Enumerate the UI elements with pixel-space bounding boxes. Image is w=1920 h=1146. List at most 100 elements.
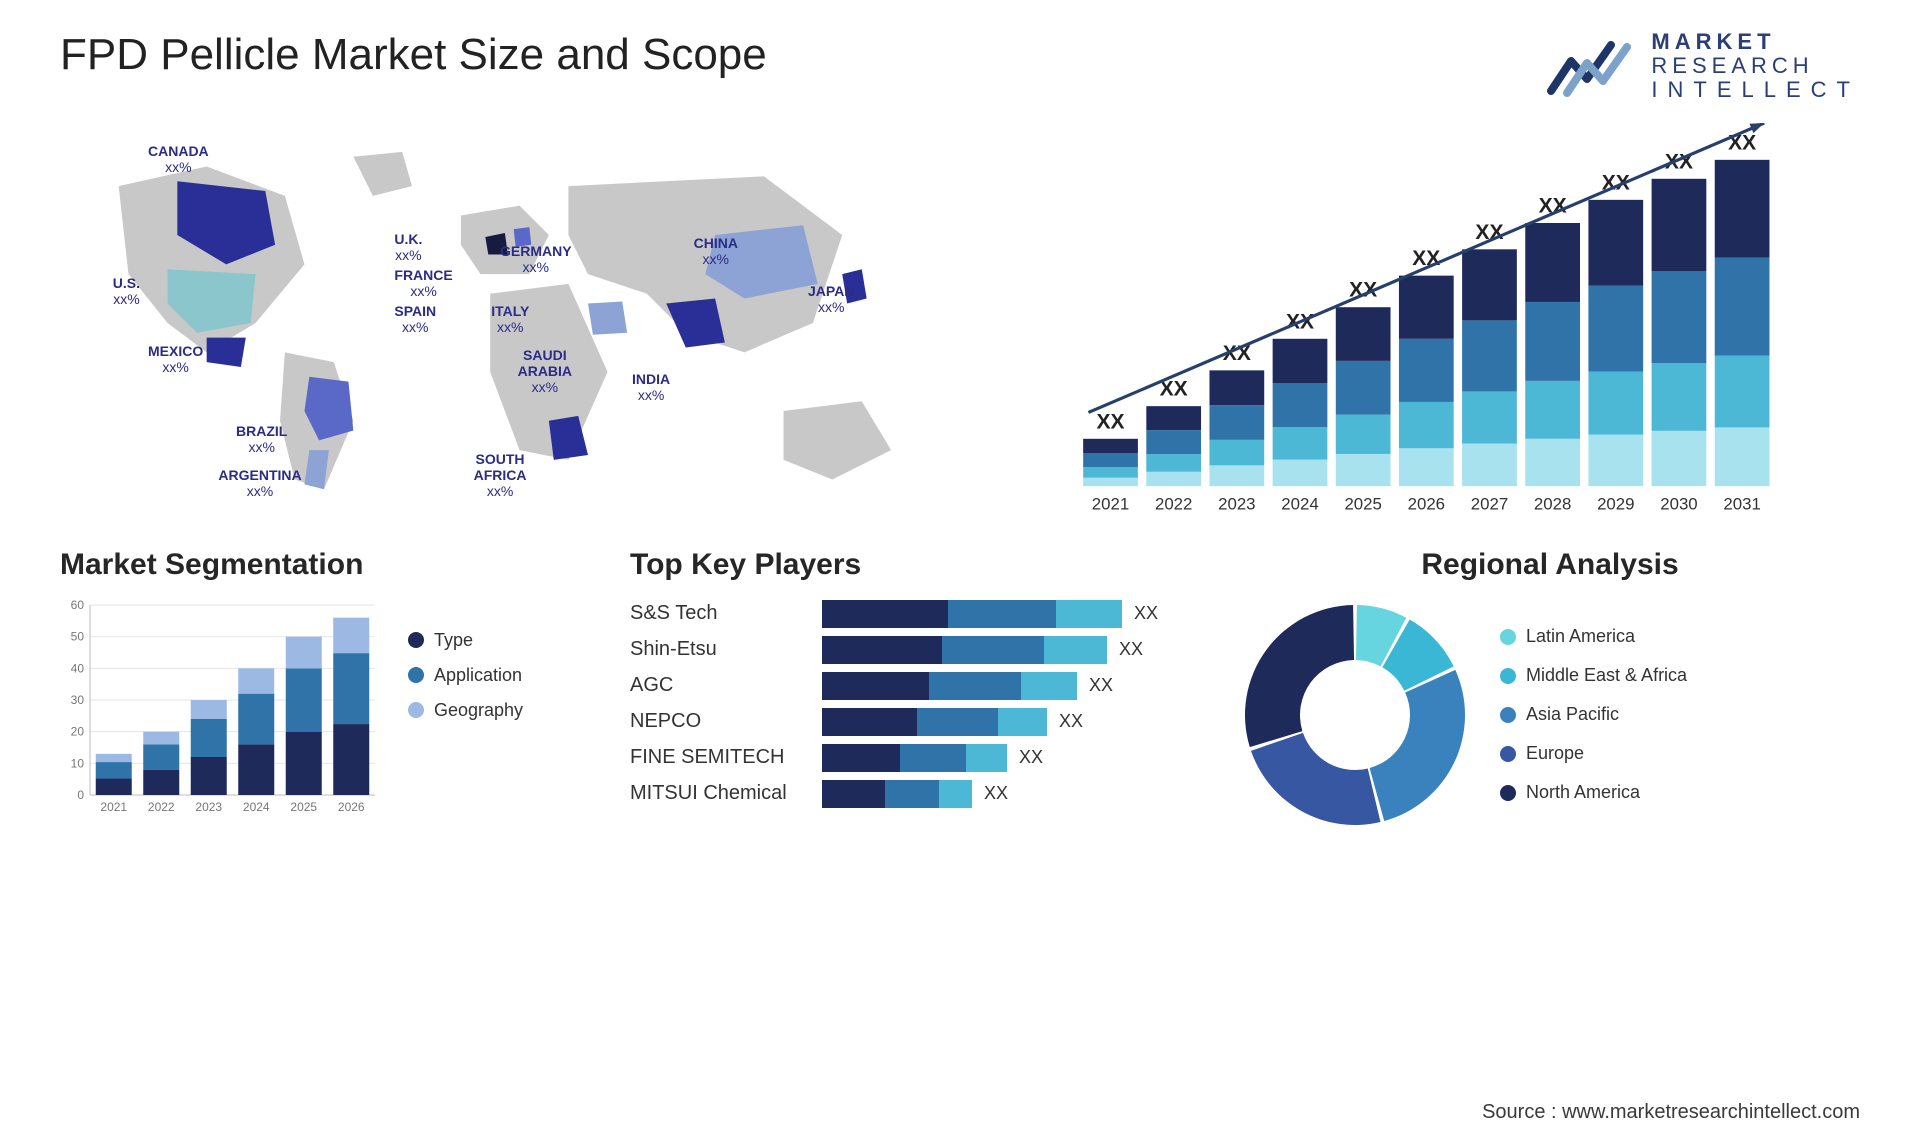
map-callout: SOUTH AFRICAxx%: [474, 451, 527, 499]
legend-dot-icon: [1500, 629, 1516, 645]
legend-label: Application: [434, 665, 522, 686]
svg-text:2024: 2024: [1281, 494, 1318, 513]
player-bar-segment: [929, 672, 1021, 700]
player-name: FINE SEMITECH: [630, 744, 800, 772]
legend-label: Middle East & Africa: [1526, 665, 1687, 686]
player-bar-segment: [1021, 672, 1077, 700]
player-value: XX: [1119, 639, 1143, 660]
legend-dot-icon: [408, 702, 424, 718]
world-map-panel: CANADAxx%U.S.xx%MEXICOxx%BRAZILxx%ARGENT…: [60, 123, 940, 523]
map-callout: SPAINxx%: [394, 303, 436, 335]
map-callout-label: ARGENTINA: [218, 467, 301, 483]
svg-text:40: 40: [71, 661, 85, 675]
map-callout: ITALYxx%: [491, 303, 529, 335]
svg-text:60: 60: [71, 600, 85, 612]
player-name: NEPCO: [630, 708, 800, 736]
player-bar-segment: [822, 744, 900, 772]
svg-text:XX: XX: [1096, 410, 1124, 433]
player-bar-segment: [1044, 636, 1107, 664]
map-callout-pct: xx%: [518, 379, 572, 395]
svg-text:2030: 2030: [1660, 494, 1697, 513]
legend-dot-icon: [1500, 785, 1516, 801]
map-callout-label: SPAIN: [394, 303, 436, 319]
map-callout: JAPANxx%: [808, 283, 854, 315]
logo-line1: MARKET: [1651, 30, 1860, 54]
player-value: XX: [1059, 711, 1083, 732]
legend-dot-icon: [1500, 668, 1516, 684]
player-name: AGC: [630, 672, 800, 700]
svg-text:2025: 2025: [290, 800, 317, 814]
player-bar-segment: [942, 636, 1045, 664]
legend-label: Asia Pacific: [1526, 704, 1619, 725]
map-callout-pct: xx%: [394, 283, 452, 299]
map-callout-pct: xx%: [474, 483, 527, 499]
svg-text:2022: 2022: [148, 800, 175, 814]
svg-text:2028: 2028: [1534, 494, 1571, 513]
player-bar-row: XX: [822, 744, 1190, 772]
legend-item: Europe: [1500, 743, 1687, 764]
map-callout: INDIAxx%: [632, 371, 670, 403]
svg-text:0: 0: [77, 788, 84, 802]
map-callout: FRANCExx%: [394, 267, 452, 299]
map-callout-pct: xx%: [694, 251, 738, 267]
brand-logo: MARKET RESEARCH INTELLECT: [1547, 30, 1860, 103]
legend-label: Europe: [1526, 743, 1584, 764]
players-chart: S&S TechShin-EtsuAGCNEPCOFINE SEMITECHMI…: [630, 600, 1190, 808]
map-callout-label: MEXICO: [148, 343, 203, 359]
map-callout: U.K.xx%: [394, 231, 422, 263]
map-callout: ARGENTINAxx%: [218, 467, 301, 499]
player-value: XX: [1089, 675, 1113, 696]
map-callout-label: CANADA: [148, 143, 209, 159]
map-callout-label: GERMANY: [500, 243, 572, 259]
source-attribution: Source : www.marketresearchintellect.com: [1482, 1101, 1860, 1124]
legend-dot-icon: [1500, 746, 1516, 762]
svg-text:2023: 2023: [195, 800, 222, 814]
svg-text:2029: 2029: [1597, 494, 1634, 513]
player-bar-segment: [1056, 600, 1122, 628]
player-name: MITSUI Chemical: [630, 780, 800, 808]
player-bar-row: XX: [822, 636, 1190, 664]
map-callout: BRAZILxx%: [236, 423, 287, 455]
map-callout-pct: xx%: [148, 159, 209, 175]
legend-dot-icon: [1500, 707, 1516, 723]
map-callout: MEXICOxx%: [148, 343, 203, 375]
map-callout: U.S.xx%: [113, 275, 140, 307]
legend-item: Latin America: [1500, 626, 1687, 647]
map-callout-label: FRANCE: [394, 267, 452, 283]
svg-text:2021: 2021: [100, 800, 127, 814]
svg-text:2026: 2026: [338, 800, 365, 814]
map-callout-pct: xx%: [148, 359, 203, 375]
svg-text:2024: 2024: [243, 800, 270, 814]
map-callout-pct: xx%: [394, 319, 436, 335]
map-callout-label: U.K.: [394, 231, 422, 247]
regional-title: Regional Analysis: [1240, 548, 1860, 582]
player-bar-segment: [966, 744, 1007, 772]
player-value: XX: [984, 783, 1008, 804]
legend-label: Latin America: [1526, 626, 1635, 647]
map-callout-label: BRAZIL: [236, 423, 287, 439]
player-bar-segment: [822, 600, 948, 628]
map-callout: CHINAxx%: [694, 235, 738, 267]
map-callout-pct: xx%: [491, 319, 529, 335]
player-bar-segment: [822, 780, 885, 808]
map-callout-label: JAPAN: [808, 283, 854, 299]
player-bar-segment: [917, 708, 998, 736]
player-value: XX: [1019, 747, 1043, 768]
player-bar: [822, 600, 1122, 628]
map-callout-pct: xx%: [632, 387, 670, 403]
player-bar: [822, 636, 1107, 664]
player-name: Shin-Etsu: [630, 636, 800, 664]
player-bar-segment: [939, 780, 972, 808]
player-bar-segment: [885, 780, 939, 808]
player-bar: [822, 672, 1077, 700]
map-callout-pct: xx%: [394, 247, 422, 263]
player-bar-segment: [822, 636, 942, 664]
legend-item: Middle East & Africa: [1500, 665, 1687, 686]
player-bar-segment: [948, 600, 1056, 628]
logo-line3: INTELLECT: [1651, 78, 1860, 102]
map-callout: GERMANYxx%: [500, 243, 572, 275]
player-bar: [822, 744, 1007, 772]
segmentation-chart: 0102030405060202120222023202420252026: [60, 600, 380, 820]
growth-bar-chart: XX2021XX2022XX2023XX2024XX2025XX2026XX20…: [980, 123, 1860, 523]
svg-text:2026: 2026: [1408, 494, 1445, 513]
